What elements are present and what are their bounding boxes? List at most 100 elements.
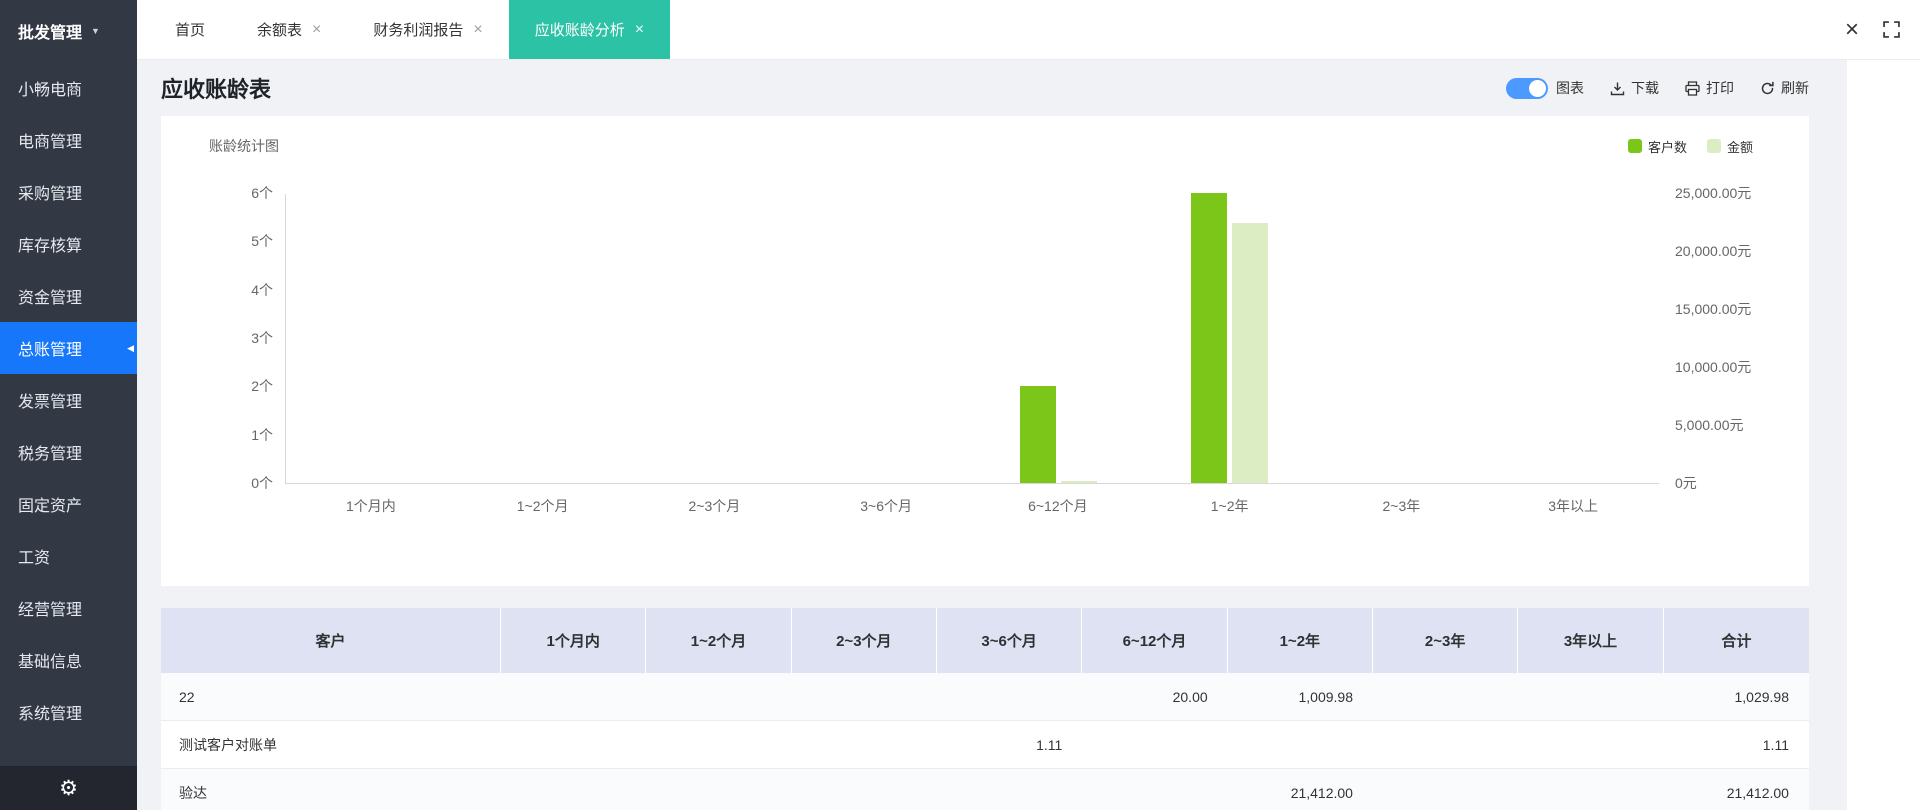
sidebar-item-label: 小畅电商 <box>18 82 83 99</box>
tab-余额表[interactable]: 余额表 × <box>231 0 347 59</box>
download-button[interactable]: 下载 <box>1610 78 1659 98</box>
tab-label: 财务利润报告 <box>373 22 464 39</box>
tab-bar: 首页 余额表 × 财务利润报告 × 应收账龄分析 × × <box>137 0 1920 60</box>
x-axis-label: 2~3年 <box>1382 498 1421 514</box>
sidebar-item-label: 库存核算 <box>18 238 83 255</box>
close-icon[interactable]: × <box>1844 15 1859 43</box>
x-axis-label: 2~3个月 <box>688 498 741 514</box>
module-label: 批发管理 <box>18 25 83 42</box>
table-cell: 1.11 <box>1036 736 1063 753</box>
sidebar-item-税务管理[interactable]: 税务管理 <box>0 426 137 478</box>
left-axis-tick: 0个 <box>251 475 273 491</box>
tab-label: 余额表 <box>257 22 303 39</box>
chart-legend: 客户数 金额 <box>1627 137 1753 156</box>
tab-close-icon[interactable]: × <box>634 20 645 38</box>
sidebar-item-label: 经营管理 <box>18 602 83 619</box>
chart-category-2~3年 <box>1316 194 1488 483</box>
chart-x-axis: 1个月内 1~2个月 2~3个月 3~6个月 6~12个月 1~2年 2~3年 3年以上 <box>285 484 1659 516</box>
table-row[interactable]: 测试客户对账单 1.11 1.11 <box>161 721 1809 769</box>
sidebar-item-固定资产[interactable]: 固定资产 <box>0 478 137 530</box>
legend-item-金额[interactable]: 金额 <box>1706 137 1753 156</box>
table-header-cell: 客户 <box>161 608 501 673</box>
refresh-button[interactable]: 刷新 <box>1760 78 1809 98</box>
chart-title: 账龄统计图 <box>209 138 279 154</box>
left-axis-tick: 3个 <box>251 330 273 346</box>
sidebar-item-发票管理[interactable]: 发票管理 <box>0 374 137 426</box>
chart-category-3年以上 <box>1487 194 1659 483</box>
chart-category-1个月内 <box>286 194 458 483</box>
sidebar-item-小畅电商[interactable]: 小畅电商 <box>0 62 137 114</box>
sidebar-item-label: 总账管理 <box>18 342 83 359</box>
chart-right-axis: 0元 5,000.00元 10,000.00元 15,000.00元 20,000.00… <box>1659 185 1809 491</box>
right-axis-tick: 25,000.00元 <box>1675 185 1752 201</box>
left-axis-tick: 5个 <box>251 233 273 250</box>
table-cell-customer: 22 <box>179 688 195 705</box>
chart-bar-客户数 <box>1191 193 1228 483</box>
sidebar-item-电商管理[interactable]: 电商管理 <box>0 114 137 166</box>
print-button[interactable]: 打印 <box>1685 78 1734 98</box>
sidebar-module-switcher[interactable]: 批发管理 ▼ <box>0 0 137 62</box>
chart-bar-客户数 <box>1019 386 1056 483</box>
table-cell: 1,029.98 <box>1734 688 1789 705</box>
chart-toggle-label: 图表 <box>1556 80 1584 96</box>
chart-category-3~6个月 <box>801 194 973 483</box>
chart-left-axis: 0个 1个 2个 3个 4个 5个 6个 <box>161 185 285 491</box>
sidebar: 批发管理 ▼ 小畅电商电商管理 采购管理库存核算资金管理总账管理 ◀ 发票管理税务管理… <box>0 0 137 810</box>
right-rail <box>1847 60 1920 810</box>
tab-应收账龄分析[interactable]: 应收账龄分析 × <box>508 0 671 59</box>
sidebar-menu: 小畅电商电商管理 采购管理库存核算资金管理总账管理 ◀ 发票管理税务管理 固定资产工资经… <box>0 62 137 766</box>
sidebar-item-label: 发票管理 <box>18 394 83 411</box>
left-axis-tick: 6个 <box>251 185 273 201</box>
fullscreen-icon[interactable] <box>1883 21 1900 38</box>
table-header-cell: 3~6个月 <box>937 608 1083 673</box>
sidebar-item-系统管理[interactable]: 系统管理 <box>0 686 137 738</box>
title-row: 应收账龄表 图表 下载 <box>161 60 1809 116</box>
chart-area: 0个 1个 2个 3个 4个 5个 6个 0元 5,000.00元 10,000.00元 15,0… <box>161 185 1809 516</box>
table-header-cell: 1个月内 <box>501 608 647 673</box>
sidebar-item-label: 基础信息 <box>18 654 83 671</box>
tab-close-icon[interactable]: × <box>312 20 322 38</box>
sidebar-item-总账管理[interactable]: 总账管理 ◀ <box>0 322 137 374</box>
legend-item-客户数[interactable]: 客户数 <box>1627 137 1687 156</box>
sidebar-footer: ⚙ <box>0 766 137 810</box>
tab-首页[interactable]: 首页 <box>149 0 231 59</box>
sidebar-item-经营管理[interactable]: 经营管理 <box>0 582 137 634</box>
chart-category-1~2年 <box>1144 193 1316 483</box>
left-axis-tick: 2个 <box>251 378 273 395</box>
table-header-cell: 2~3个月 <box>792 608 937 673</box>
table-row[interactable]: 22 20.00 1,009.98 1,029.98 <box>161 673 1809 721</box>
table-cell: 20.00 <box>1172 688 1208 705</box>
tab-close-icon[interactable]: × <box>473 20 483 38</box>
table-header-cell: 1~2年 <box>1228 608 1373 673</box>
legend-swatch <box>1627 139 1642 153</box>
table-cell: 1,009.98 <box>1298 688 1353 705</box>
gear-icon[interactable]: ⚙ <box>59 776 78 800</box>
collapse-left-icon: ◀ <box>127 342 134 353</box>
sidebar-item-采购管理[interactable]: 采购管理 <box>0 166 137 218</box>
right-axis-tick: 20,000.00元 <box>1675 243 1752 259</box>
x-axis-label: 1~2个月 <box>516 498 569 514</box>
sidebar-item-资金管理[interactable]: 资金管理 <box>0 270 137 322</box>
chart-category-1~2个月 <box>458 194 630 483</box>
sidebar-item-库存核算[interactable]: 库存核算 <box>0 218 137 270</box>
chart-card: 账龄统计图 客户数 金额 0个 1个 2个 3个 4个 5个 6个 0元 5,000.00元 10… <box>161 116 1809 586</box>
tab-label: 应收账龄分析 <box>534 22 625 39</box>
table-header-row: 客户 1个月内 1~2个月 2~3个月 3~6个月 6~12个月 1~2年 2~3年 3年以上 合… <box>161 608 1809 673</box>
window-controls: × <box>1845 0 1920 59</box>
table-row[interactable]: 验达 21,412.00 21,412.00 <box>161 769 1809 810</box>
sidebar-item-基础信息[interactable]: 基础信息 <box>0 634 137 686</box>
legend-label: 金额 <box>1726 139 1753 155</box>
table-body: 22 20.00 1,009.98 1,029.98 测试客户对账单 1.11 1.11 验达… <box>161 673 1809 810</box>
table-header-cell: 6~12个月 <box>1082 608 1228 673</box>
sidebar-item-label: 系统管理 <box>18 706 83 723</box>
tab-财务利润报告[interactable]: 财务利润报告 × <box>347 0 508 59</box>
sidebar-item-label: 工资 <box>18 550 51 567</box>
table-cell: 21,412.00 <box>1726 784 1789 801</box>
chevron-down-icon: ▼ <box>91 26 100 36</box>
chart-toggle-switch[interactable] <box>1506 77 1548 99</box>
chart-plot <box>285 193 1659 484</box>
table-header-cell: 1~2个月 <box>646 608 792 673</box>
sidebar-item-工资[interactable]: 工资 <box>0 530 137 582</box>
print-icon <box>1685 80 1700 96</box>
